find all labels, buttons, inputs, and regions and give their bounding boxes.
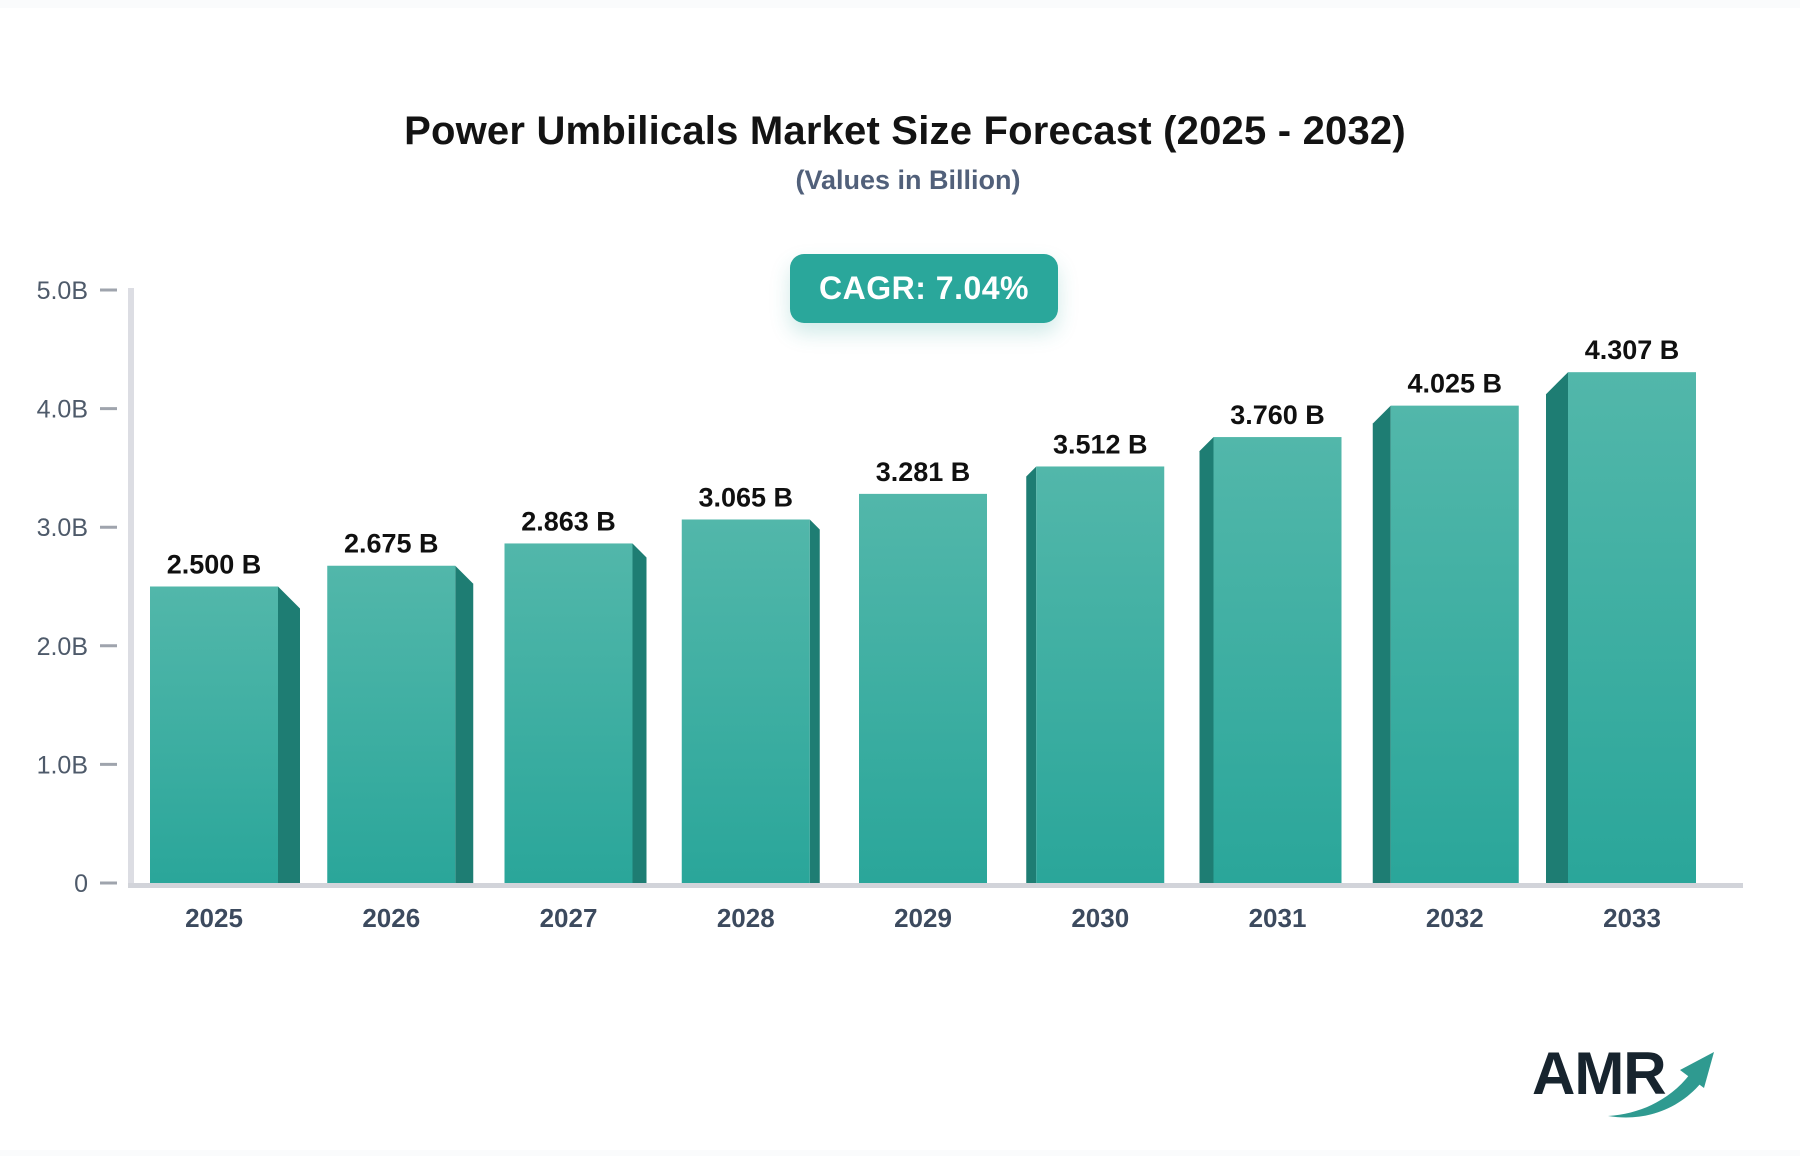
- x-tick-label: 2030: [1071, 903, 1129, 933]
- bar-side-2027: [632, 543, 647, 883]
- y-tick-label: 3.0B: [37, 514, 88, 542]
- bar-side-2030: [1026, 466, 1037, 883]
- x-tick-label: 2026: [362, 903, 420, 933]
- chart-title: Power Umbilicals Market Size Forecast (2…: [404, 109, 1406, 153]
- bar-side-2032: [1372, 405, 1391, 883]
- bar-2025: [150, 586, 278, 883]
- y-tick-label: 2.0B: [37, 633, 88, 661]
- bar-2029: [859, 493, 987, 883]
- y-axis-line: [128, 288, 134, 888]
- cagr-badge: CAGR: 7.04%: [790, 254, 1058, 323]
- x-tick-label: 2028: [717, 903, 775, 933]
- bar-value-label: 2.863 B: [521, 506, 616, 536]
- bar-value-label: 2.675 B: [344, 529, 439, 559]
- x-tick-label: 2029: [894, 903, 952, 933]
- bar-side-2028: [809, 519, 820, 883]
- chart-subtitle: (Values in Billion): [795, 165, 1021, 195]
- bar-2028: [681, 519, 810, 883]
- y-tick-label: 1.0B: [37, 751, 88, 779]
- x-tick-label: 2031: [1249, 903, 1307, 933]
- bar-2033: [1568, 372, 1696, 883]
- bar-side-2026: [455, 565, 474, 883]
- x-tick-label: 2025: [185, 903, 243, 933]
- bar-side-2031: [1199, 437, 1214, 883]
- amr-logo-text: AMR: [1532, 1040, 1667, 1107]
- y-tick-label: 4.0B: [37, 396, 88, 424]
- growth-arrow-icon: [1608, 1052, 1714, 1118]
- x-axis-baseline: [128, 883, 1743, 888]
- cagr-badge-label: CAGR: 7.04%: [819, 270, 1029, 306]
- x-tick-label: 2033: [1603, 903, 1661, 933]
- bar-value-label: 3.065 B: [698, 482, 793, 512]
- bar-value-label: 3.512 B: [1053, 429, 1148, 459]
- bar-value-label: 4.025 B: [1407, 369, 1502, 399]
- bar-value-label: 2.500 B: [167, 550, 262, 580]
- bar-2032: [1390, 405, 1519, 883]
- bar-side-2033: [1546, 372, 1568, 883]
- bar-2026: [327, 565, 456, 883]
- y-tick-label: 5.0B: [37, 277, 88, 305]
- bar-value-label: 3.760 B: [1230, 400, 1325, 430]
- bar-value-label: 3.281 B: [876, 457, 971, 487]
- bar-2030: [1036, 466, 1165, 883]
- bar-2031: [1213, 437, 1342, 883]
- x-tick-label: 2027: [540, 903, 598, 933]
- amr-logo: AMR: [1532, 1028, 1752, 1128]
- bar-2027: [504, 543, 633, 883]
- bar-side-2025: [278, 586, 300, 883]
- x-tick-label: 2032: [1426, 903, 1484, 933]
- bar-value-label: 4.307 B: [1585, 335, 1680, 365]
- y-tick-label: 0: [74, 870, 88, 898]
